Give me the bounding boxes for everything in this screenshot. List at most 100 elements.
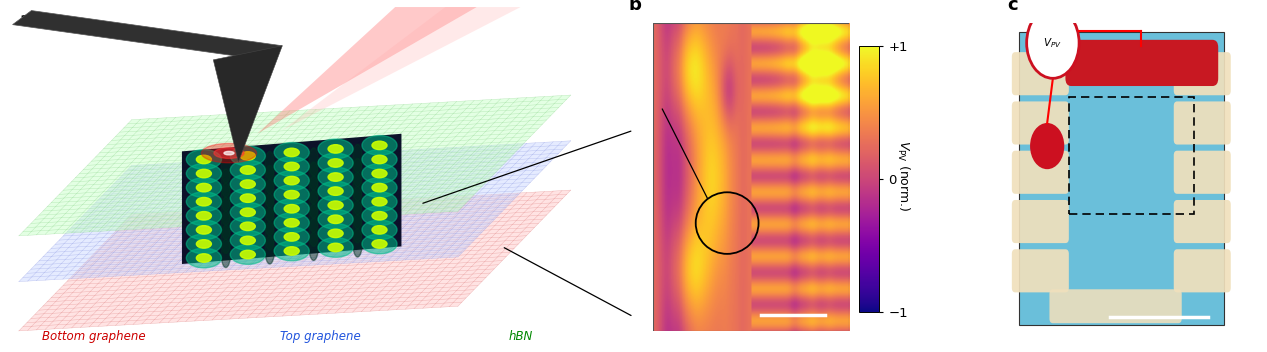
Circle shape: [372, 197, 386, 206]
Circle shape: [372, 226, 386, 234]
Ellipse shape: [352, 215, 362, 243]
Ellipse shape: [265, 222, 275, 250]
Ellipse shape: [265, 208, 275, 236]
Circle shape: [274, 143, 309, 162]
Ellipse shape: [222, 155, 231, 183]
Circle shape: [318, 195, 353, 215]
Ellipse shape: [224, 151, 234, 155]
Circle shape: [1030, 123, 1064, 169]
Circle shape: [362, 220, 397, 240]
Ellipse shape: [352, 201, 362, 229]
Circle shape: [318, 238, 353, 257]
Polygon shape: [283, 7, 521, 130]
Ellipse shape: [309, 232, 318, 260]
Circle shape: [186, 248, 222, 268]
Text: Bottom graphene: Bottom graphene: [42, 330, 146, 343]
FancyBboxPatch shape: [1066, 40, 1219, 86]
Circle shape: [372, 212, 386, 220]
Circle shape: [241, 208, 256, 216]
Circle shape: [362, 192, 397, 212]
Circle shape: [284, 219, 299, 227]
Ellipse shape: [352, 144, 362, 172]
Circle shape: [186, 164, 222, 183]
Circle shape: [196, 183, 212, 192]
FancyBboxPatch shape: [1049, 289, 1182, 323]
Circle shape: [318, 209, 353, 229]
Circle shape: [372, 169, 386, 178]
Polygon shape: [257, 7, 476, 134]
Circle shape: [1026, 7, 1079, 78]
Ellipse shape: [352, 172, 362, 201]
Circle shape: [241, 194, 256, 202]
Ellipse shape: [214, 148, 245, 158]
FancyBboxPatch shape: [1173, 249, 1230, 293]
Circle shape: [362, 234, 397, 254]
FancyBboxPatch shape: [1012, 249, 1069, 293]
Circle shape: [274, 171, 309, 190]
FancyBboxPatch shape: [1012, 200, 1069, 243]
Ellipse shape: [309, 204, 318, 232]
Ellipse shape: [352, 187, 362, 215]
Circle shape: [196, 212, 212, 220]
Circle shape: [372, 155, 386, 164]
Circle shape: [274, 227, 309, 247]
Circle shape: [231, 160, 265, 180]
Circle shape: [196, 240, 212, 248]
FancyBboxPatch shape: [1173, 151, 1230, 194]
Ellipse shape: [309, 190, 318, 218]
Ellipse shape: [222, 197, 231, 225]
Circle shape: [372, 141, 386, 150]
Circle shape: [274, 213, 309, 233]
Circle shape: [362, 206, 397, 226]
Circle shape: [231, 216, 265, 236]
Circle shape: [328, 173, 343, 181]
Circle shape: [284, 162, 299, 171]
Polygon shape: [13, 11, 283, 60]
Circle shape: [318, 224, 353, 243]
Ellipse shape: [222, 183, 231, 211]
Text: $V_\mathrm{PV}$ (norm.): $V_\mathrm{PV}$ (norm.): [895, 140, 911, 212]
Circle shape: [231, 188, 265, 208]
Circle shape: [318, 181, 353, 201]
FancyBboxPatch shape: [1173, 52, 1230, 95]
Circle shape: [241, 236, 256, 245]
Circle shape: [231, 174, 265, 194]
Ellipse shape: [265, 165, 275, 194]
Circle shape: [362, 178, 397, 197]
Circle shape: [362, 150, 397, 169]
Circle shape: [328, 215, 343, 224]
Ellipse shape: [309, 162, 318, 190]
Ellipse shape: [265, 180, 275, 208]
Circle shape: [186, 192, 222, 212]
Circle shape: [328, 243, 343, 252]
Circle shape: [186, 206, 222, 226]
Polygon shape: [19, 95, 570, 236]
Ellipse shape: [222, 225, 231, 253]
Circle shape: [274, 185, 309, 205]
Circle shape: [328, 201, 343, 209]
FancyBboxPatch shape: [1173, 200, 1230, 243]
Circle shape: [241, 166, 256, 174]
Circle shape: [328, 159, 343, 167]
FancyBboxPatch shape: [1012, 101, 1069, 145]
Circle shape: [196, 226, 212, 234]
Circle shape: [372, 183, 386, 192]
Circle shape: [284, 205, 299, 213]
Ellipse shape: [222, 211, 231, 239]
Circle shape: [196, 155, 212, 164]
Circle shape: [274, 199, 309, 219]
Ellipse shape: [265, 194, 275, 222]
Circle shape: [241, 222, 256, 231]
Circle shape: [241, 180, 256, 188]
Ellipse shape: [222, 239, 231, 268]
Circle shape: [196, 169, 212, 178]
Circle shape: [231, 146, 265, 166]
Circle shape: [284, 176, 299, 185]
Circle shape: [328, 187, 343, 195]
Circle shape: [318, 167, 353, 187]
Text: c: c: [1007, 0, 1017, 14]
Circle shape: [372, 240, 386, 248]
Ellipse shape: [222, 169, 231, 197]
Circle shape: [186, 220, 222, 240]
Polygon shape: [19, 141, 570, 282]
